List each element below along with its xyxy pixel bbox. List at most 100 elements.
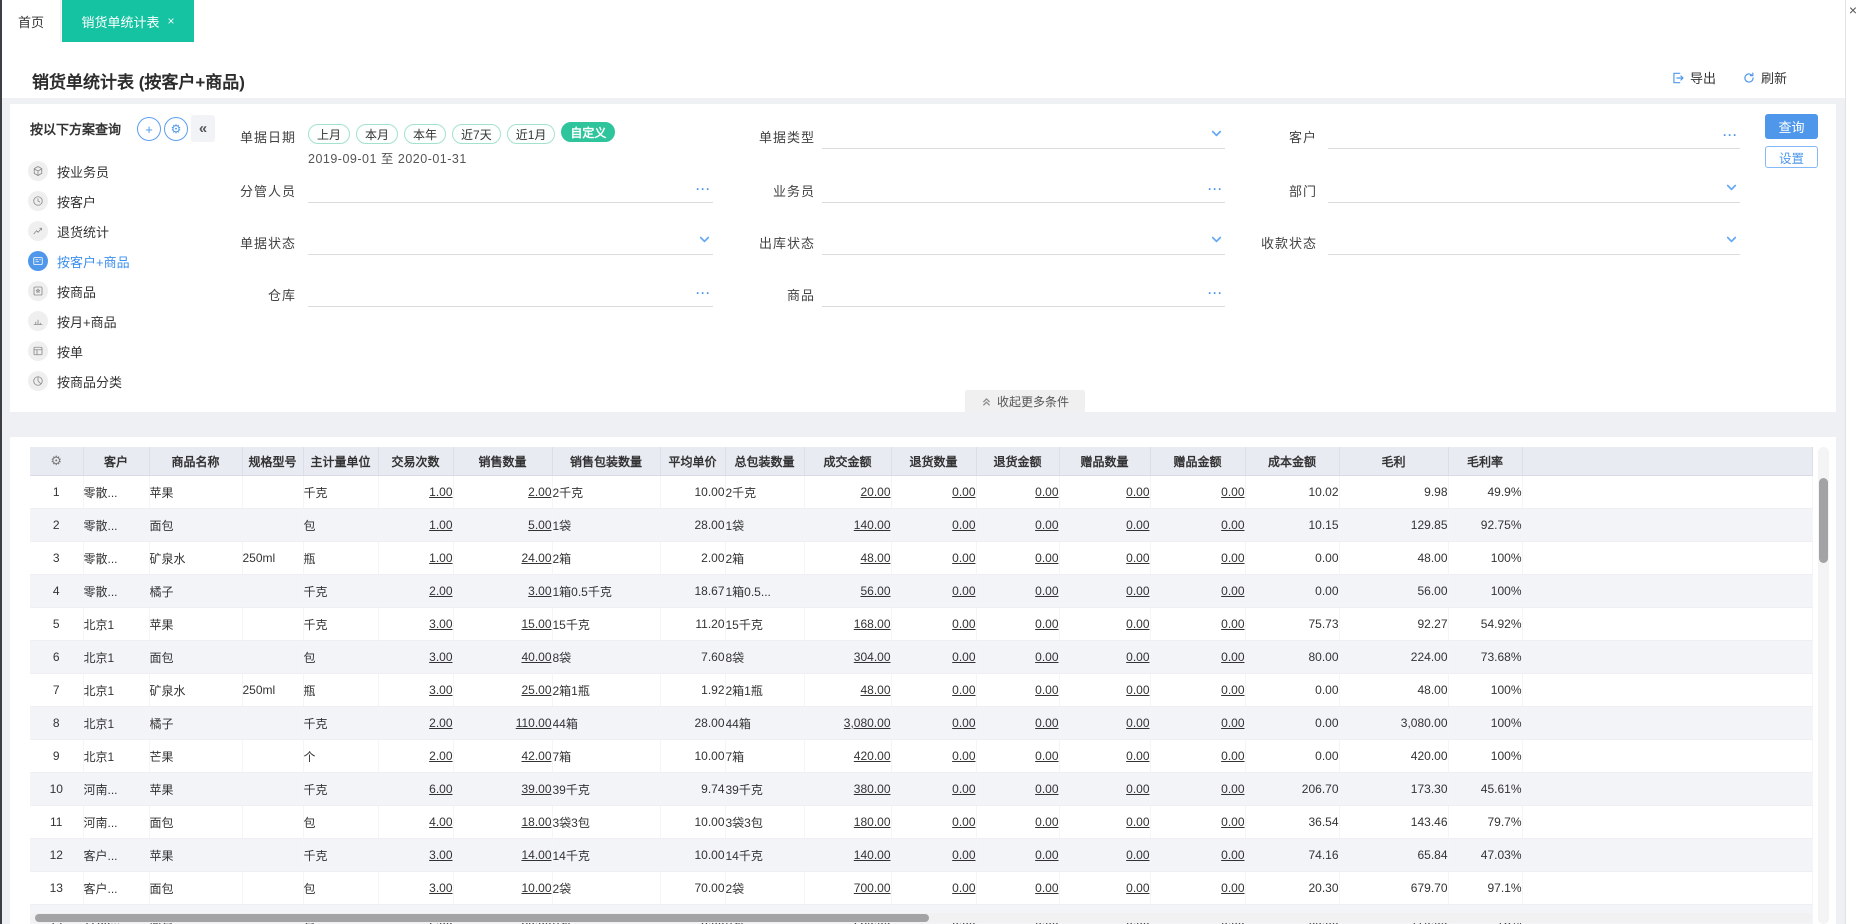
col-header-seq[interactable]: ⚙ bbox=[30, 447, 84, 476]
sidebar-item-by-order[interactable]: 按单 bbox=[20, 336, 210, 366]
cell-sales-qty[interactable]: 14.00 bbox=[453, 838, 553, 872]
drilldown-link[interactable]: 0.00 bbox=[1126, 485, 1150, 499]
cell-deal-amount[interactable]: 168.00 bbox=[804, 607, 892, 641]
drilldown-link[interactable]: 0.00 bbox=[1126, 584, 1150, 598]
refresh-button[interactable]: 刷新 bbox=[1742, 68, 1787, 87]
table-row[interactable]: 1 零散... 苹果 千克 1.00 2.00 2千克 10.00 2千克 20.00 0.00 0.… bbox=[30, 475, 1813, 509]
column-settings-icon[interactable]: ⚙ bbox=[50, 453, 63, 468]
product-input[interactable]: ··· bbox=[822, 280, 1225, 307]
sidebar-item-by-customer-product[interactable]: 按客户+商品 bbox=[20, 246, 210, 276]
drilldown-link[interactable]: 0.00 bbox=[952, 881, 976, 895]
cell-gift-amount[interactable]: 0.00 bbox=[1150, 673, 1246, 707]
sidebar-item-by-month-product[interactable]: 按月+商品 bbox=[20, 306, 210, 336]
cell-txn-count[interactable]: 3.00 bbox=[378, 838, 454, 872]
cell-gift-amount[interactable]: 0.00 bbox=[1150, 739, 1246, 773]
cell-sales-qty[interactable]: 3.00 bbox=[453, 574, 553, 608]
cell-return-amount[interactable]: 0.00 bbox=[976, 475, 1060, 509]
drilldown-link[interactable]: 3.00 bbox=[429, 881, 453, 895]
drilldown-link[interactable]: 48.00 bbox=[860, 551, 891, 565]
drilldown-link[interactable]: 24.00 bbox=[521, 551, 552, 565]
cell-return-amount[interactable]: 0.00 bbox=[976, 772, 1060, 806]
cell-gift-amount[interactable]: 0.00 bbox=[1150, 772, 1246, 806]
drilldown-link[interactable]: 0.00 bbox=[1126, 551, 1150, 565]
drilldown-link[interactable]: 0.00 bbox=[1221, 848, 1245, 862]
drilldown-link[interactable]: 0.00 bbox=[952, 485, 976, 499]
drilldown-link[interactable]: 0.00 bbox=[1126, 617, 1150, 631]
sidebar-collapse-button[interactable]: « bbox=[191, 115, 215, 142]
drilldown-link[interactable]: 0.00 bbox=[1126, 518, 1150, 532]
cell-gift-amount[interactable]: 0.00 bbox=[1150, 871, 1246, 905]
close-icon[interactable]: × bbox=[1848, 2, 1858, 18]
cell-return-amount[interactable]: 0.00 bbox=[976, 739, 1060, 773]
drilldown-link[interactable]: 0.00 bbox=[1221, 749, 1245, 763]
scheme-settings-button[interactable]: ⚙ bbox=[164, 117, 188, 141]
drilldown-link[interactable]: 6.00 bbox=[429, 782, 453, 796]
horizontal-scrollbar-thumb[interactable] bbox=[35, 914, 929, 922]
cell-gift-amount[interactable]: 0.00 bbox=[1150, 574, 1246, 608]
doc-type-input[interactable] bbox=[822, 122, 1225, 149]
cell-return-qty[interactable]: 0.00 bbox=[891, 706, 977, 740]
cell-gift-qty[interactable]: 0.00 bbox=[1059, 805, 1151, 839]
cell-deal-amount[interactable]: 700.00 bbox=[804, 871, 892, 905]
cell-deal-amount[interactable]: 140.00 bbox=[804, 508, 892, 542]
tab-home[interactable]: 首页 bbox=[2, 0, 61, 42]
cell-txn-count[interactable]: 3.00 bbox=[378, 871, 454, 905]
drilldown-link[interactable]: 42.00 bbox=[521, 749, 552, 763]
drilldown-link[interactable]: 0.00 bbox=[952, 650, 976, 664]
drilldown-link[interactable]: 0.00 bbox=[1126, 650, 1150, 664]
cell-deal-amount[interactable]: 140.00 bbox=[804, 838, 892, 872]
col-header-sales-qty[interactable]: 销售数量 bbox=[453, 447, 553, 476]
col-header-gift-amount[interactable]: 赠品金额 bbox=[1150, 447, 1246, 476]
cell-deal-amount[interactable]: 3,080.00 bbox=[804, 706, 892, 740]
sidebar-item-by-customer[interactable]: 按客户 bbox=[20, 186, 210, 216]
cell-return-qty[interactable]: 0.00 bbox=[891, 772, 977, 806]
table-row[interactable]: 7 北京1 矿泉水 250ml 瓶 3.00 25.00 2箱1瓶 1.92 2箱1瓶 48.00 0… bbox=[30, 673, 1813, 707]
cell-gift-amount[interactable]: 0.00 bbox=[1150, 607, 1246, 641]
tab-sales-report[interactable]: 销货单统计表 × bbox=[62, 0, 194, 42]
drilldown-link[interactable]: 0.00 bbox=[1221, 782, 1245, 796]
date-range-value[interactable]: 2019-09-01 至 2020-01-31 bbox=[308, 152, 467, 166]
drilldown-link[interactable]: 1.00 bbox=[429, 551, 453, 565]
sidebar-item-by-salesman[interactable]: 按业务员 bbox=[20, 156, 210, 186]
drilldown-link[interactable]: 0.00 bbox=[1035, 848, 1059, 862]
cell-txn-count[interactable]: 6.00 bbox=[378, 772, 454, 806]
drilldown-link[interactable]: 25.00 bbox=[521, 683, 552, 697]
drilldown-link[interactable]: 0.00 bbox=[952, 848, 976, 862]
drilldown-link[interactable]: 0.00 bbox=[1126, 782, 1150, 796]
warehouse-input[interactable]: ··· bbox=[308, 280, 713, 307]
cell-deal-amount[interactable]: 380.00 bbox=[804, 772, 892, 806]
tab-close-icon[interactable]: × bbox=[167, 14, 175, 28]
drilldown-link[interactable]: 0.00 bbox=[1035, 749, 1059, 763]
col-header-cost-amount[interactable]: 成本金额 bbox=[1245, 447, 1340, 476]
col-header-sales-pack-qty[interactable]: 销售包装数量 bbox=[552, 447, 661, 476]
drilldown-link[interactable]: 0.00 bbox=[1221, 881, 1245, 895]
cell-gift-qty[interactable]: 0.00 bbox=[1059, 574, 1151, 608]
cell-gift-qty[interactable]: 0.00 bbox=[1059, 673, 1151, 707]
cell-gift-qty[interactable]: 0.00 bbox=[1059, 706, 1151, 740]
cell-deal-amount[interactable]: 48.00 bbox=[804, 673, 892, 707]
payment-status-input[interactable] bbox=[1328, 228, 1740, 255]
cell-return-qty[interactable]: 0.00 bbox=[891, 805, 977, 839]
drilldown-link[interactable]: 0.00 bbox=[1221, 650, 1245, 664]
drilldown-link[interactable]: 0.00 bbox=[1126, 848, 1150, 862]
drilldown-link[interactable]: 380.00 bbox=[853, 782, 891, 796]
drilldown-link[interactable]: 0.00 bbox=[952, 617, 976, 631]
cell-gift-qty[interactable]: 0.00 bbox=[1059, 508, 1151, 542]
drilldown-link[interactable]: 2.00 bbox=[528, 485, 552, 499]
drilldown-link[interactable]: 0.00 bbox=[1126, 749, 1150, 763]
cell-return-amount[interactable]: 0.00 bbox=[976, 871, 1060, 905]
cell-sales-qty[interactable]: 24.00 bbox=[453, 541, 553, 575]
cell-return-qty[interactable]: 0.00 bbox=[891, 739, 977, 773]
cell-gift-amount[interactable]: 0.00 bbox=[1150, 805, 1246, 839]
cell-gift-qty[interactable]: 0.00 bbox=[1059, 541, 1151, 575]
drilldown-link[interactable]: 0.00 bbox=[952, 749, 976, 763]
export-button[interactable]: 导出 bbox=[1671, 68, 1716, 87]
add-scheme-button[interactable]: + bbox=[137, 117, 161, 141]
cell-return-amount[interactable]: 0.00 bbox=[976, 574, 1060, 608]
drilldown-link[interactable]: 0.00 bbox=[1126, 683, 1150, 697]
drilldown-link[interactable]: 0.00 bbox=[1221, 485, 1245, 499]
drilldown-link[interactable]: 2.00 bbox=[429, 716, 453, 730]
customer-input[interactable]: ··· bbox=[1328, 122, 1740, 149]
table-row[interactable]: 5 北京1 苹果 千克 3.00 15.00 15千克 11.20 15千克 168.00 0.00… bbox=[30, 607, 1813, 641]
cell-gift-amount[interactable]: 0.00 bbox=[1150, 838, 1246, 872]
